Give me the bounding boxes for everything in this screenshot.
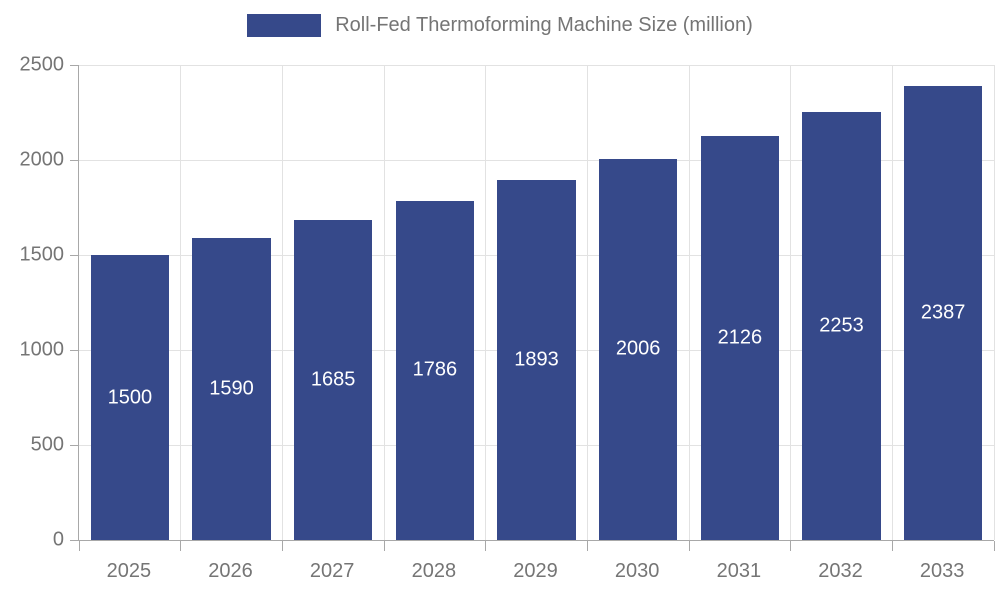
legend-swatch [247, 14, 322, 37]
plot-area: 1500 1590 1685 1786 1893 2006 2126 2253 2387 [70, 64, 995, 551]
x-axis-tick [281, 541, 283, 551]
y-axis-tick-label: 500 [30, 433, 64, 456]
x-axis-tick [78, 541, 80, 551]
y-axis-tick-label: 0 [52, 528, 64, 551]
bar-value-label: 1685 [310, 368, 356, 391]
x-axis-tick [586, 541, 588, 551]
x-axis: 2025 2026 2027 2028 2029 2030 2031 2032 2033 [78, 560, 993, 590]
x-axis-tick [383, 541, 385, 551]
bar-value-label: 2253 [819, 314, 864, 337]
gridline-vertical [790, 65, 792, 540]
bar-2027: 1685 [294, 219, 373, 540]
bar-2033: 2387 [904, 86, 983, 540]
x-axis-tick-label: 2028 [411, 560, 457, 582]
bar-value-label: 2006 [615, 337, 661, 360]
x-axis-tick [180, 541, 182, 551]
x-axis-tick [993, 541, 995, 551]
x-axis-tick-label: 2026 [208, 560, 253, 582]
bar-2032: 2253 [802, 111, 881, 540]
y-axis-tick [70, 64, 78, 66]
y-axis-tick [70, 444, 78, 446]
x-axis-tick-label: 2029 [513, 560, 558, 582]
bar-2028: 1786 [395, 200, 474, 540]
bar-2031: 2126 [700, 136, 779, 540]
bar-2029: 1893 [497, 180, 576, 540]
x-axis-tick [891, 541, 893, 551]
legend: Roll-Fed Thermoforming Machine Size (mil… [0, 14, 1000, 37]
gridline-vertical [383, 65, 385, 540]
gridline-vertical [485, 65, 487, 540]
gridline-horizontal [79, 159, 994, 161]
y-axis-tick-label: 1000 [19, 338, 65, 361]
x-axis-tick-label: 2030 [614, 560, 660, 582]
y-axis-tick-label: 2000 [19, 148, 65, 171]
x-axis-tick-label: 2027 [309, 560, 355, 582]
y-axis-tick [70, 349, 78, 351]
bar-value-label: 1786 [412, 358, 458, 381]
y-axis: 0 500 1000 1500 2000 2500 [0, 54, 65, 551]
gridline-vertical [180, 65, 182, 540]
bar-2030: 2006 [599, 158, 678, 540]
gridline-horizontal [79, 64, 994, 66]
bar-value-label: 2387 [920, 301, 966, 324]
bar-value-label: 1893 [514, 348, 559, 371]
gridline-vertical [281, 65, 283, 540]
bar-value-label: 1590 [209, 377, 254, 400]
bar-2026: 1590 [192, 237, 271, 540]
x-axis-tick [790, 541, 792, 551]
gridline-vertical [688, 65, 690, 540]
x-axis-tick [688, 541, 690, 551]
y-axis-tick-label: 1500 [19, 243, 65, 266]
gridline-vertical [993, 65, 995, 540]
bar-value-label: 2126 [717, 326, 763, 349]
legend-label: Roll-Fed Thermoforming Machine Size (mil… [335, 14, 753, 36]
x-axis-tick [485, 541, 487, 551]
gridline-vertical [586, 65, 588, 540]
y-axis-tick [70, 254, 78, 256]
y-axis-tick [70, 159, 78, 161]
bar-2025: 1500 [90, 255, 169, 540]
y-axis-tick [70, 539, 78, 541]
bar-value-label: 1500 [107, 386, 153, 408]
x-axis-tick-label: 2025 [106, 560, 152, 582]
y-axis-tick-label: 2500 [19, 53, 65, 76]
x-axis-tick-label: 2032 [818, 560, 863, 582]
gridline-vertical [891, 65, 893, 540]
x-axis-tick-label: 2033 [919, 560, 965, 582]
x-axis-tick-label: 2031 [716, 560, 762, 582]
